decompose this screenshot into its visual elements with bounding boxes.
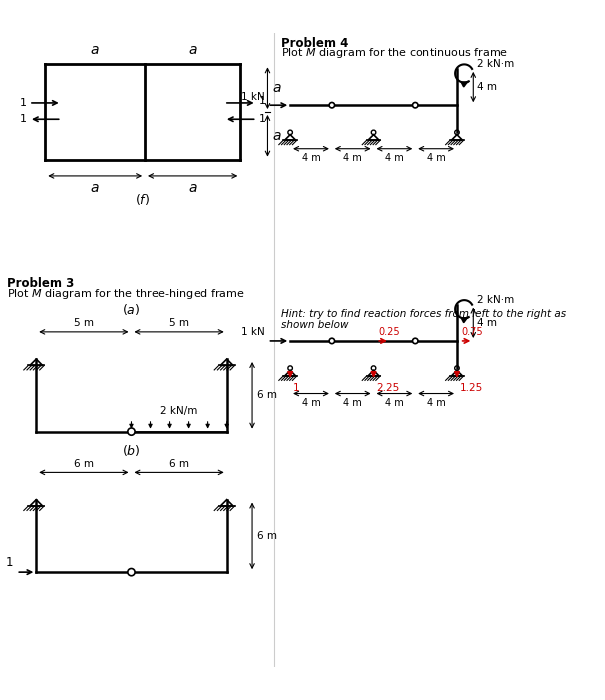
Text: 4 m: 4 m bbox=[427, 153, 445, 163]
Text: 4 m: 4 m bbox=[343, 153, 362, 163]
Text: 6 m: 6 m bbox=[257, 391, 276, 400]
Circle shape bbox=[128, 428, 135, 435]
Text: 6 m: 6 m bbox=[257, 531, 276, 541]
Text: 1: 1 bbox=[258, 96, 266, 106]
Text: 4 m: 4 m bbox=[385, 153, 404, 163]
Text: 1 kN: 1 kN bbox=[241, 328, 265, 337]
Text: 4 m: 4 m bbox=[302, 153, 321, 163]
Text: Problem 4: Problem 4 bbox=[281, 37, 348, 50]
Text: $a$: $a$ bbox=[188, 181, 197, 195]
Text: 1: 1 bbox=[293, 383, 299, 393]
Text: Plot $M$ diagram for the three-hinged frame: Plot $M$ diagram for the three-hinged fr… bbox=[7, 286, 245, 300]
Circle shape bbox=[413, 102, 418, 108]
Text: 4 m: 4 m bbox=[302, 398, 321, 408]
Text: $(f)$: $(f)$ bbox=[136, 193, 151, 207]
Text: $(b)$: $(b)$ bbox=[122, 443, 141, 458]
Text: $a$: $a$ bbox=[90, 181, 100, 195]
Text: 4 m: 4 m bbox=[343, 398, 362, 408]
Circle shape bbox=[413, 338, 418, 344]
Text: 1: 1 bbox=[6, 556, 13, 569]
Text: Plot $M$ diagram for the continuous frame: Plot $M$ diagram for the continuous fram… bbox=[281, 46, 508, 60]
Text: 4 m: 4 m bbox=[477, 82, 497, 92]
Text: 1 kN: 1 kN bbox=[241, 92, 265, 102]
Text: 6 m: 6 m bbox=[74, 458, 94, 469]
Text: 4 m: 4 m bbox=[477, 318, 497, 328]
Text: 4 m: 4 m bbox=[427, 398, 445, 408]
Text: $a$: $a$ bbox=[90, 43, 100, 57]
Text: $a$: $a$ bbox=[272, 81, 281, 95]
Text: 2 kN·m: 2 kN·m bbox=[477, 295, 514, 305]
Text: 2 kN·m: 2 kN·m bbox=[477, 60, 514, 69]
Circle shape bbox=[329, 338, 335, 344]
Text: 1: 1 bbox=[258, 114, 266, 125]
Text: Problem 3: Problem 3 bbox=[7, 277, 74, 290]
Circle shape bbox=[128, 568, 135, 576]
Text: 5 m: 5 m bbox=[169, 318, 189, 328]
Text: 6 m: 6 m bbox=[169, 458, 189, 469]
Text: $(a)$: $(a)$ bbox=[122, 302, 140, 317]
Text: 1: 1 bbox=[20, 98, 27, 108]
Text: 0.75: 0.75 bbox=[462, 328, 483, 337]
Circle shape bbox=[329, 102, 335, 108]
Text: Hint: try to find reaction forces from left to the right as: Hint: try to find reaction forces from l… bbox=[281, 309, 566, 319]
Text: $a$: $a$ bbox=[188, 43, 197, 57]
Text: $a$: $a$ bbox=[272, 129, 281, 143]
Text: shown below: shown below bbox=[281, 320, 348, 330]
Text: 4 m: 4 m bbox=[385, 398, 404, 408]
Text: 2.25: 2.25 bbox=[376, 383, 399, 393]
Text: 0.25: 0.25 bbox=[378, 328, 400, 337]
Text: 1.25: 1.25 bbox=[460, 383, 483, 393]
Text: 2 kN/m: 2 kN/m bbox=[160, 406, 198, 416]
Text: 5 m: 5 m bbox=[74, 318, 94, 328]
Text: 1: 1 bbox=[20, 114, 27, 125]
